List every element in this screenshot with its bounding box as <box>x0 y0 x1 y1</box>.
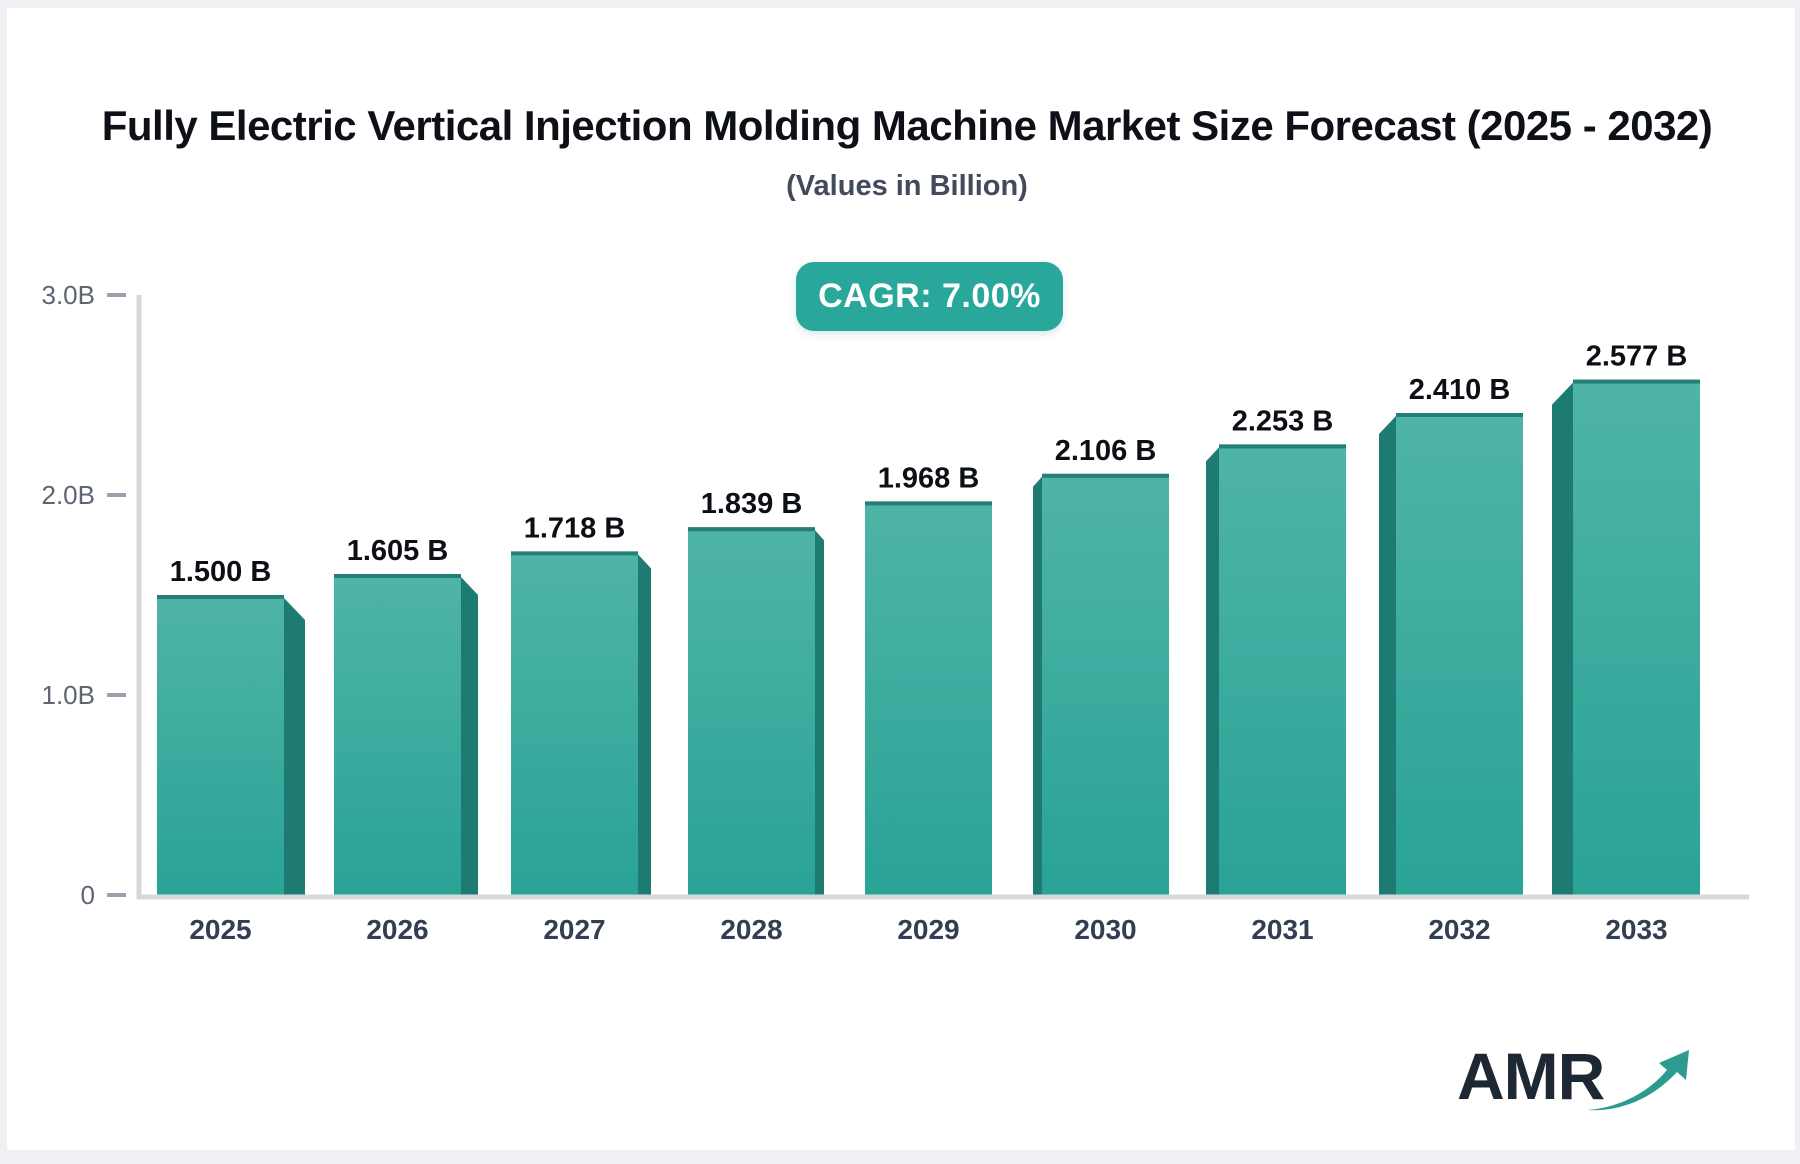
amr-logo: AMR <box>1457 1030 1689 1130</box>
bar-side <box>1033 476 1042 895</box>
bar <box>157 595 284 895</box>
bar <box>688 527 815 895</box>
bar-side <box>284 598 305 895</box>
bar-value-label: 1.968 B <box>878 462 980 494</box>
x-axis-label: 2033 <box>1605 914 1667 945</box>
bar-value-label: 2.253 B <box>1232 405 1334 437</box>
chart-subtitle: (Values in Billion) <box>786 170 1028 202</box>
bar-side <box>461 577 478 895</box>
amr-logo-arrow-icon <box>1587 1050 1689 1111</box>
y-axis-label: 1.0B <box>42 680 96 710</box>
x-axis-label: 2026 <box>366 914 428 945</box>
x-axis-label: 2028 <box>720 914 782 945</box>
bar <box>334 574 461 895</box>
y-axis-label: 2.0B <box>42 480 96 510</box>
cagr-badge: CAGR: 7.00% <box>796 262 1063 331</box>
bar <box>865 501 992 895</box>
bar-value-label: 2.106 B <box>1055 435 1157 467</box>
bar-top-edge <box>1042 473 1169 478</box>
bar-value-label: 2.577 B <box>1586 341 1688 373</box>
bar-value-label: 1.839 B <box>701 488 803 520</box>
bar <box>511 551 638 895</box>
chart-title: Fully Electric Vertical Injection Moldin… <box>101 102 1713 149</box>
bar-value-label: 1.605 B <box>347 535 449 567</box>
arrow-swoosh <box>1587 1050 1689 1111</box>
y-axis-label: 3.0B <box>42 280 96 310</box>
bar-side <box>638 554 651 895</box>
y-axis-label: 0 <box>81 880 95 910</box>
bar-value-label: 1.718 B <box>524 512 626 544</box>
bar-side <box>1379 416 1396 895</box>
bar-top-edge <box>1219 444 1346 449</box>
bar-side <box>815 530 824 895</box>
bar-top-edge <box>688 527 815 532</box>
bar <box>1219 444 1346 895</box>
bar-top-edge <box>1573 379 1700 384</box>
x-axis-label: 2029 <box>897 914 959 945</box>
bar-top-edge <box>157 595 284 599</box>
bar-value-label: 2.410 B <box>1409 374 1511 406</box>
chart-card: Fully Electric Vertical Injection Moldin… <box>7 8 1795 1150</box>
bar <box>1042 473 1169 895</box>
bar-top-edge <box>334 574 461 578</box>
bar-top-edge <box>511 551 638 556</box>
bar-side <box>1206 447 1219 895</box>
bar-value-label: 1.500 B <box>170 556 272 588</box>
bar-chart: 3.0B 2.0B 1.0B 0 1.500 B 2025 1.605 B 2026 1.718… <box>42 280 1749 945</box>
x-axis-label: 2030 <box>1074 914 1136 945</box>
x-axis-label: 2027 <box>543 914 605 945</box>
x-axis-label: 2025 <box>189 914 251 945</box>
bar-top-edge <box>1396 413 1523 417</box>
x-axis-label: 2032 <box>1428 914 1490 945</box>
bar <box>1573 379 1700 896</box>
bar-top-edge <box>865 501 992 506</box>
bar-side <box>1552 382 1573 896</box>
x-axis-label: 2031 <box>1251 914 1313 945</box>
amr-logo-text: AMR <box>1457 1039 1605 1113</box>
bar <box>1396 413 1523 895</box>
